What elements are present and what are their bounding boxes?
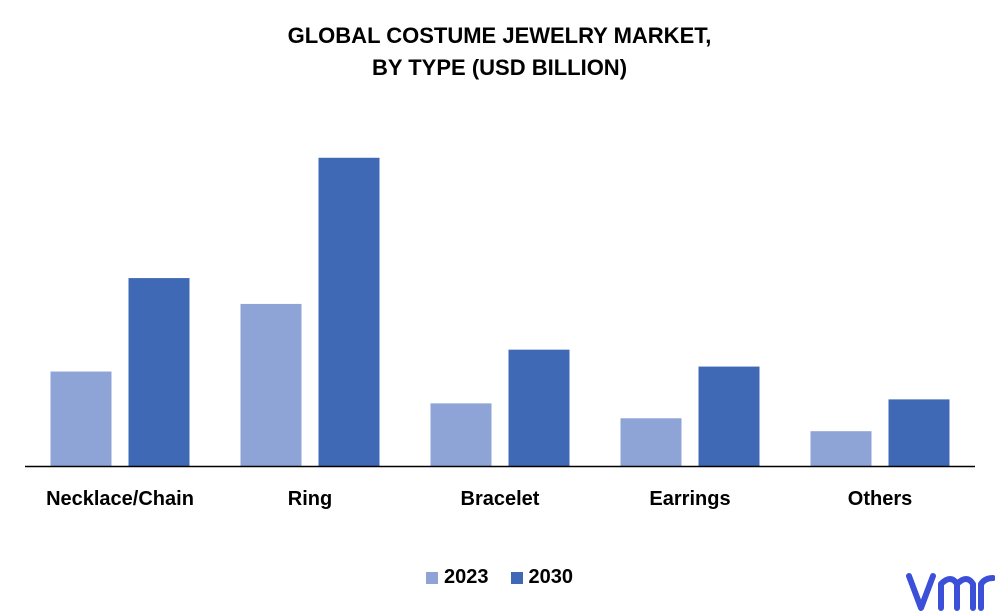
bar-2030-others xyxy=(888,399,950,466)
bar-2023-necklace-chain xyxy=(50,371,112,466)
bar-2023-earrings xyxy=(620,418,682,466)
chart-subtitle: BY TYPE (USD BILLION) xyxy=(371,55,628,80)
bar-2030-earrings xyxy=(698,366,760,466)
bar-2023-others xyxy=(810,431,872,466)
x-tick-label: Necklace/Chain xyxy=(46,488,194,510)
legend-swatch-2030 xyxy=(510,571,523,584)
bar-2030-necklace-chain xyxy=(128,278,190,466)
chart-title: GLOBAL COSTUME JEWELRY MARKET, xyxy=(287,23,712,48)
x-tick-label: Others xyxy=(848,488,912,510)
bar-2030-ring xyxy=(318,157,380,466)
legend-label-2023: 2023 xyxy=(444,566,489,588)
legend-item-2030: 2030 xyxy=(510,566,574,589)
x-tick-label: Ring xyxy=(288,488,332,510)
x-tick-label: Bracelet xyxy=(461,488,540,510)
legend-label-2030: 2030 xyxy=(528,566,574,588)
chart-title-block: GLOBAL COSTUME JEWELRY MARKET, BY TYPE (… xyxy=(0,20,999,84)
bar-chart: Necklace/Chain Ring Bracelet Earrings Others xyxy=(25,157,975,510)
vmr-logo-icon xyxy=(906,573,995,611)
bar-2023-ring xyxy=(240,303,302,466)
legend-swatch-2023 xyxy=(426,571,438,584)
bar-2023-bracelet xyxy=(430,403,492,466)
legend-item-2023: 2023 xyxy=(426,566,489,589)
legend: 2023 2030 xyxy=(0,566,999,589)
x-tick-label: Earrings xyxy=(649,488,730,510)
bar-2030-bracelet xyxy=(508,349,570,466)
